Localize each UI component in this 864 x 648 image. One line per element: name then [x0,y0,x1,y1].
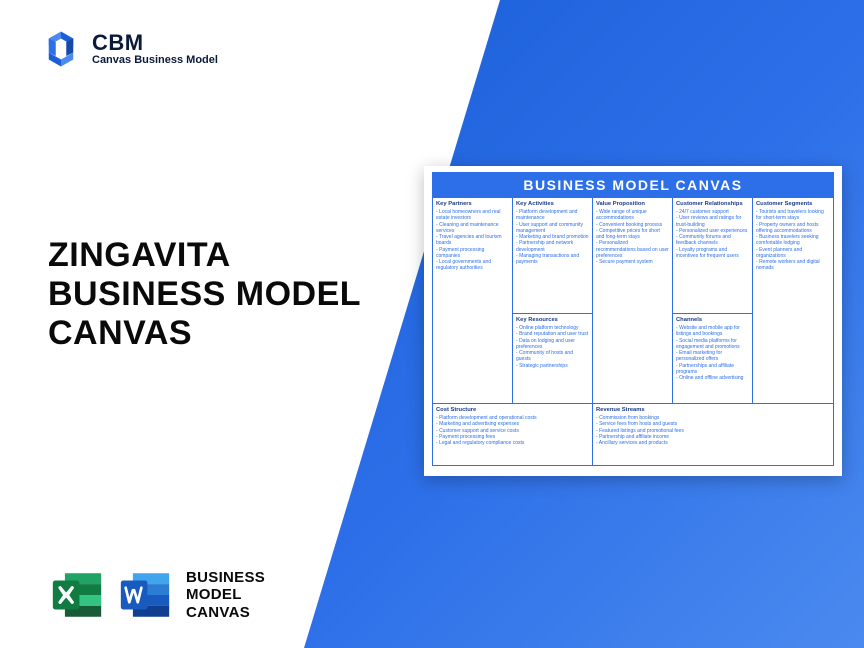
cbm-logo-icon [40,28,82,70]
items-customer-segments: Tourists and travelers looking for short… [756,209,830,272]
cell-value-proposition: Value Proposition Wide range of unique a… [593,197,673,403]
cell-revenue-streams: Revenue Streams Commission from bookings… [593,403,833,465]
word-icon [116,566,174,624]
bottom-apps-block: BUSINESS MODEL CANVAS [48,566,265,624]
items-channels: Website and mobile app for listings and … [676,325,749,381]
cell-key-activities: Key Activities Platform development and … [513,197,593,313]
excel-icon [48,566,106,624]
items-revenue-streams: Commission from bookingsService fees fro… [596,415,830,446]
canvas-grid: Key Partners Local homeowners and real e… [432,197,834,466]
bottom-label: BUSINESS MODEL CANVAS [186,569,265,621]
cell-key-partners: Key Partners Local homeowners and real e… [433,197,513,403]
items-key-partners: Local homeowners and real estate investo… [436,209,509,272]
items-key-activities: Platform development and maintenanceUser… [516,209,589,265]
items-cost-structure: Platform development and operational cos… [436,415,589,446]
title-l3: CANVAS [48,314,361,353]
logo-abbr: CBM [92,32,218,54]
title-l1: ZINGAVITA [48,236,361,275]
cell-customer-segments: Customer Segments Tourists and travelers… [753,197,833,403]
items-key-resources: Online platform technologyBrand reputati… [516,325,589,369]
cell-channels: Channels Website and mobile app for list… [673,313,753,403]
items-value-proposition: Wide range of unique accommodationsConve… [596,209,669,265]
logo-name: Canvas Business Model [92,54,218,66]
logo-block: CBM Canvas Business Model [40,28,218,70]
canvas-title: BUSINESS MODEL CANVAS [432,172,834,197]
cell-key-resources: Key Resources Online platform technology… [513,313,593,403]
cell-customer-relationships: Customer Relationships 24/7 customer sup… [673,197,753,313]
cell-cost-structure: Cost Structure Platform development and … [433,403,593,465]
main-title: ZINGAVITA BUSINESS MODEL CANVAS [48,236,361,353]
title-l2: BUSINESS MODEL [48,275,361,314]
items-customer-relationships: 24/7 customer supportUser reviews and ra… [676,209,749,259]
canvas-card: BUSINESS MODEL CANVAS Key Partners Local… [424,166,842,476]
